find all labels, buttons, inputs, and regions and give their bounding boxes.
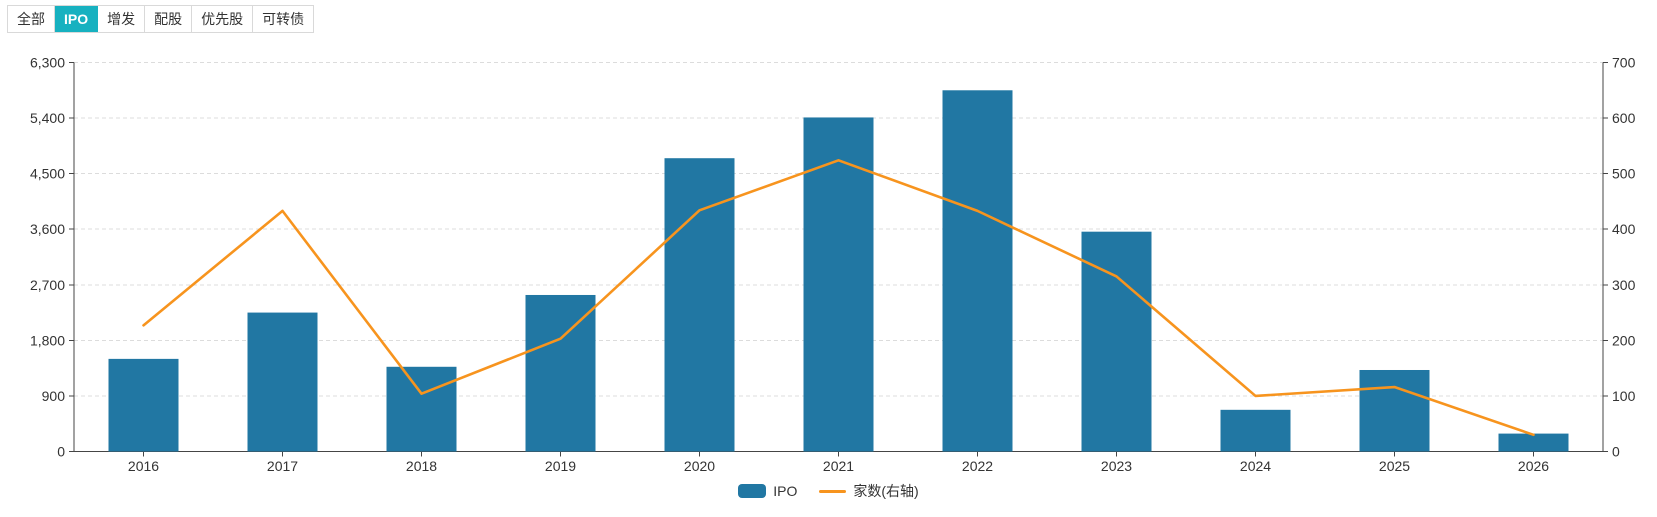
bar-2025[interactable]: [1359, 369, 1430, 452]
tab-convertible-bond[interactable]: 可转债: [262, 11, 305, 27]
tab-all[interactable]: 全部: [8, 6, 55, 32]
x-axis-label-2016: 2016: [128, 458, 159, 474]
left-axis-label: 2,700: [30, 277, 65, 293]
right-axis-label: 400: [1612, 221, 1636, 237]
tab-ipo[interactable]: IPO: [55, 6, 99, 32]
tab-secondary-offering[interactable]: 增发: [98, 6, 146, 32]
right-axis-label: 600: [1612, 110, 1636, 126]
legend-item-ipo[interactable]: IPO: [738, 483, 797, 499]
legend-label-ipo: IPO: [773, 483, 798, 499]
bar-2024[interactable]: [1220, 409, 1291, 452]
x-axis-label-2025: 2025: [1379, 458, 1410, 474]
bar-2021[interactable]: [803, 117, 874, 452]
left-axis-label: 4,500: [30, 166, 65, 182]
right-axis-label: 100: [1612, 388, 1636, 404]
tab-rights-issue[interactable]: 配股: [145, 6, 193, 32]
bar-series-swatch-icon: [738, 484, 767, 498]
x-axis-label-2018: 2018: [406, 458, 437, 474]
bar-2020[interactable]: [664, 158, 735, 452]
x-axis-label-2024: 2024: [1240, 458, 1271, 474]
right-axis-label: 700: [1612, 55, 1636, 71]
line-company-count[interactable]: [142, 159, 1535, 437]
left-axis-label: 5,400: [30, 110, 65, 126]
x-axis-label-2026: 2026: [1518, 458, 1549, 474]
right-axis-label: 300: [1612, 277, 1636, 293]
legend-label-company-count: 家数(右轴): [853, 483, 919, 499]
left-axis-label: 3,600: [30, 221, 65, 237]
x-axis-label-2017: 2017: [267, 458, 298, 474]
x-axis-label-2020: 2020: [684, 458, 715, 474]
x-axis-label-2019: 2019: [545, 458, 576, 474]
bar-2019[interactable]: [525, 294, 596, 452]
bar-2016[interactable]: [108, 358, 179, 452]
right-axis-label: 500: [1612, 166, 1636, 182]
left-axis-label: 6,300: [30, 55, 65, 71]
left-axis-label: 900: [42, 388, 66, 404]
tab-preferred-stock[interactable]: 优先股: [192, 6, 254, 32]
bar-2023[interactable]: [1081, 231, 1152, 452]
right-axis-label: 200: [1612, 332, 1636, 348]
x-axis-label-2022: 2022: [962, 458, 993, 474]
bar-2026[interactable]: [1498, 433, 1569, 452]
left-axis-label: 1,800: [30, 332, 65, 348]
bar-2018[interactable]: [386, 366, 457, 452]
x-axis-label-2021: 2021: [823, 458, 854, 474]
bar-2022[interactable]: [942, 90, 1013, 452]
left-axis-label: 0: [57, 444, 65, 460]
chart-legend: IPO 家数(右轴): [0, 480, 1657, 502]
security-type-tabbar: 全部 IPO 增发 配股 优先股 可转债: [7, 5, 315, 33]
right-axis-label: 0: [1612, 444, 1620, 460]
legend-item-company-count[interactable]: 家数(右轴): [819, 481, 919, 501]
line-series-swatch-icon: [819, 489, 847, 493]
x-axis-label-2023: 2023: [1101, 458, 1132, 474]
bar-2017[interactable]: [247, 312, 318, 452]
